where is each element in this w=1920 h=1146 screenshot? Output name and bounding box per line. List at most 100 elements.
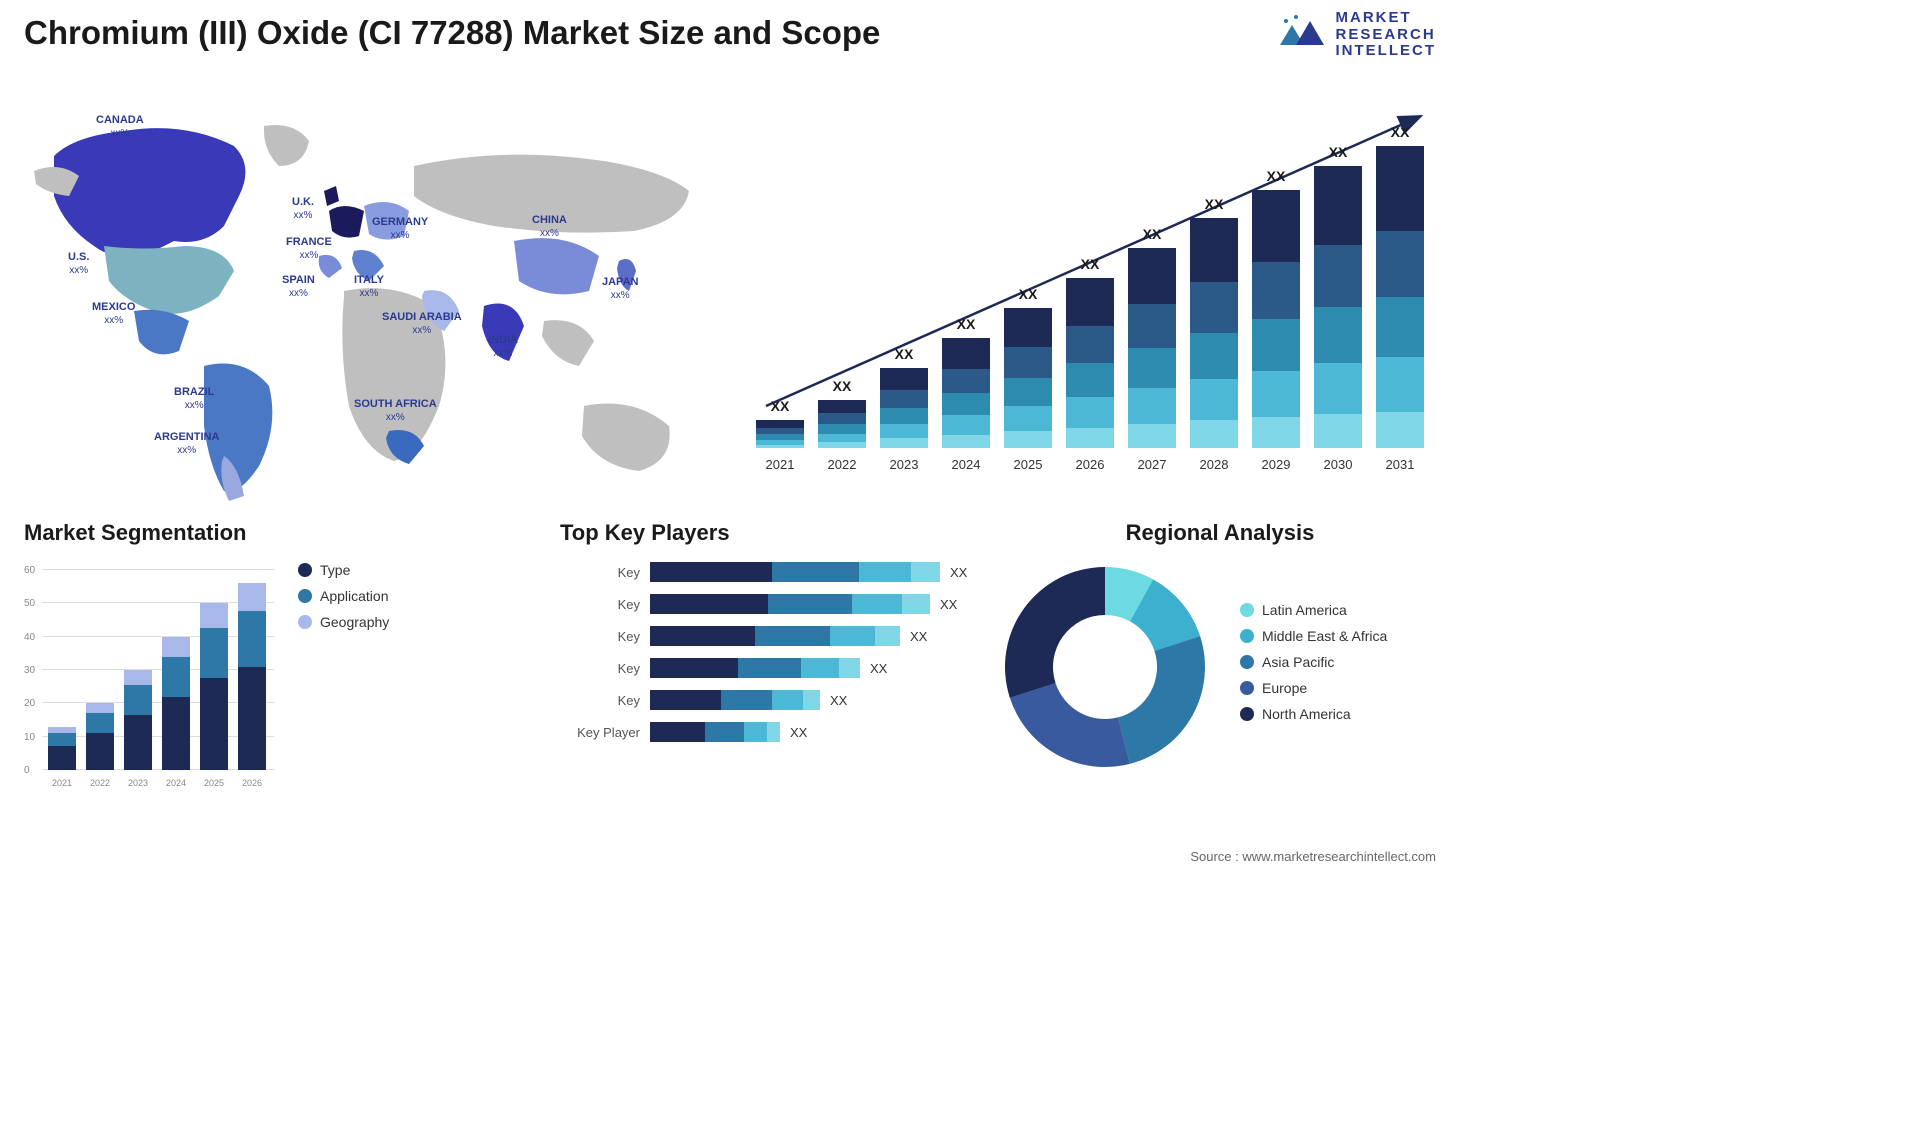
growth-x-label: 2025 — [1004, 457, 1052, 472]
growth-top-label: XX — [880, 346, 928, 362]
growth-top-label: XX — [1004, 286, 1052, 302]
map-label-spain: SPAINxx% — [282, 274, 315, 300]
growth-bar-2030 — [1314, 166, 1362, 448]
map-label-china: CHINAxx% — [532, 214, 567, 240]
growth-x-label: 2029 — [1252, 457, 1300, 472]
regional-legend-item: Middle East & Africa — [1240, 628, 1387, 644]
seg-y-tick: 10 — [24, 732, 35, 743]
players-section: Top Key Players KeyXXKeyXXKeyXXKeyXXKeyX… — [560, 520, 980, 754]
map-label-mexico: MEXICOxx% — [92, 301, 135, 327]
map-label-italy: ITALYxx% — [354, 274, 384, 300]
player-row: KeyXX — [560, 626, 980, 646]
page-title: Chromium (III) Oxide (CI 77288) Market S… — [24, 14, 880, 52]
regional-legend-item: Europe — [1240, 680, 1387, 696]
growth-x-label: 2024 — [942, 457, 990, 472]
growth-top-label: XX — [756, 398, 804, 414]
map-label-france: FRANCExx% — [286, 236, 332, 262]
seg-y-tick: 50 — [24, 598, 35, 609]
map-label-southafrica: SOUTH AFRICAxx% — [354, 398, 437, 424]
growth-x-label: 2027 — [1128, 457, 1176, 472]
seg-y-tick: 40 — [24, 632, 35, 643]
seg-x-label: 2025 — [200, 778, 228, 788]
player-row: KeyXX — [560, 658, 980, 678]
growth-top-label: XX — [1314, 144, 1362, 160]
growth-top-label: XX — [1252, 168, 1300, 184]
growth-x-label: 2021 — [756, 457, 804, 472]
map-label-canada: CANADAxx% — [96, 114, 144, 140]
seg-y-tick: 30 — [24, 665, 35, 676]
growth-top-label: XX — [1128, 226, 1176, 242]
seg-legend-item: Geography — [298, 614, 389, 630]
seg-bar-2022 — [86, 703, 114, 770]
growth-x-label: 2026 — [1066, 457, 1114, 472]
logo-text-1: MARKET — [1336, 10, 1437, 27]
regional-donut — [1000, 562, 1210, 772]
growth-x-label: 2022 — [818, 457, 866, 472]
growth-chart: 2021 XX 2022 XX 2023 XX 2024 XX 2025 XX 2026 XX 2027… — [756, 96, 1436, 476]
seg-x-label: 2022 — [86, 778, 114, 788]
seg-x-label: 2026 — [238, 778, 266, 788]
growth-top-label: XX — [942, 316, 990, 332]
seg-legend-item: Application — [298, 588, 389, 604]
seg-bar-2024 — [162, 637, 190, 770]
seg-y-tick: 20 — [24, 698, 35, 709]
growth-x-label: 2030 — [1314, 457, 1362, 472]
regional-legend: Latin AmericaMiddle East & AfricaAsia Pa… — [1240, 602, 1387, 732]
seg-x-label: 2023 — [124, 778, 152, 788]
seg-x-label: 2024 — [162, 778, 190, 788]
logo-text-3: INTELLECT — [1336, 43, 1437, 60]
player-row: KeyXX — [560, 562, 980, 582]
map-label-uk: U.K.xx% — [292, 196, 314, 222]
seg-legend-item: Type — [298, 562, 389, 578]
seg-bar-2026 — [238, 583, 266, 770]
segmentation-chart: 0102030405060202120222023202420252026 — [24, 562, 274, 792]
growth-bar-2026 — [1066, 278, 1114, 448]
map-label-brazil: BRAZILxx% — [174, 386, 214, 412]
growth-bar-2021 — [756, 420, 804, 448]
world-map: CANADAxx% U.S.xx% MEXICOxx% BRAZILxx% ARGENT… — [24, 96, 714, 506]
map-label-japan: JAPANxx% — [602, 276, 638, 302]
growth-bar-2027 — [1128, 248, 1176, 448]
growth-x-label: 2031 — [1376, 457, 1424, 472]
logo-icon — [1278, 15, 1328, 55]
segmentation-section: Market Segmentation 01020304050602021202… — [24, 520, 464, 792]
donut-slice — [1118, 636, 1205, 764]
segmentation-legend: Type Application Geography — [298, 562, 389, 792]
regional-legend-item: North America — [1240, 706, 1387, 722]
seg-bar-2021 — [48, 727, 76, 770]
seg-bar-2023 — [124, 670, 152, 770]
growth-top-label: XX — [818, 378, 866, 394]
source-text: Source : www.marketresearchintellect.com — [1190, 849, 1436, 864]
map-label-india: INDIAxx% — [488, 334, 518, 360]
seg-y-tick: 60 — [24, 565, 35, 576]
growth-bar-2023 — [880, 368, 928, 448]
growth-top-label: XX — [1190, 196, 1238, 212]
growth-x-label: 2028 — [1190, 457, 1238, 472]
growth-bar-2029 — [1252, 190, 1300, 448]
players-title: Top Key Players — [560, 520, 980, 546]
growth-top-label: XX — [1376, 124, 1424, 140]
growth-bar-2022 — [818, 400, 866, 448]
player-row: Key PlayerXX — [560, 722, 980, 742]
map-label-germany: GERMANYxx% — [372, 216, 428, 242]
brand-logo: MARKET RESEARCH INTELLECT — [1278, 10, 1437, 60]
seg-x-label: 2021 — [48, 778, 76, 788]
regional-legend-item: Latin America — [1240, 602, 1387, 618]
growth-bar-2031 — [1376, 146, 1424, 448]
players-chart: KeyXX KeyXX KeyXX KeyXX KeyXX Key PlayerXX — [560, 562, 980, 742]
map-label-us: U.S.xx% — [68, 251, 89, 277]
growth-bar-2024 — [942, 338, 990, 448]
donut-slice — [1005, 567, 1105, 698]
regional-section: Regional Analysis Latin America Middle Ea… — [1000, 520, 1440, 772]
logo-text-2: RESEARCH — [1336, 27, 1437, 44]
growth-x-label: 2023 — [880, 457, 928, 472]
player-row: KeyXX — [560, 690, 980, 710]
segmentation-title: Market Segmentation — [24, 520, 464, 546]
growth-bar-2028 — [1190, 218, 1238, 448]
regional-title: Regional Analysis — [1000, 520, 1440, 546]
player-row: KeyXX — [560, 594, 980, 614]
growth-bar-2025 — [1004, 308, 1052, 448]
map-label-saudiarabia: SAUDI ARABIAxx% — [382, 311, 462, 337]
map-label-argentina: ARGENTINAxx% — [154, 431, 219, 457]
growth-top-label: XX — [1066, 256, 1114, 272]
